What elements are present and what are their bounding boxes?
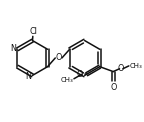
- Text: O: O: [118, 64, 124, 73]
- Text: O: O: [55, 53, 62, 62]
- Text: O: O: [110, 83, 116, 92]
- Text: O: O: [77, 70, 83, 79]
- Text: N: N: [10, 44, 16, 53]
- Text: CH₃: CH₃: [61, 76, 73, 82]
- Text: N: N: [25, 72, 31, 81]
- Text: CH₃: CH₃: [129, 63, 142, 69]
- Text: Cl: Cl: [29, 27, 37, 36]
